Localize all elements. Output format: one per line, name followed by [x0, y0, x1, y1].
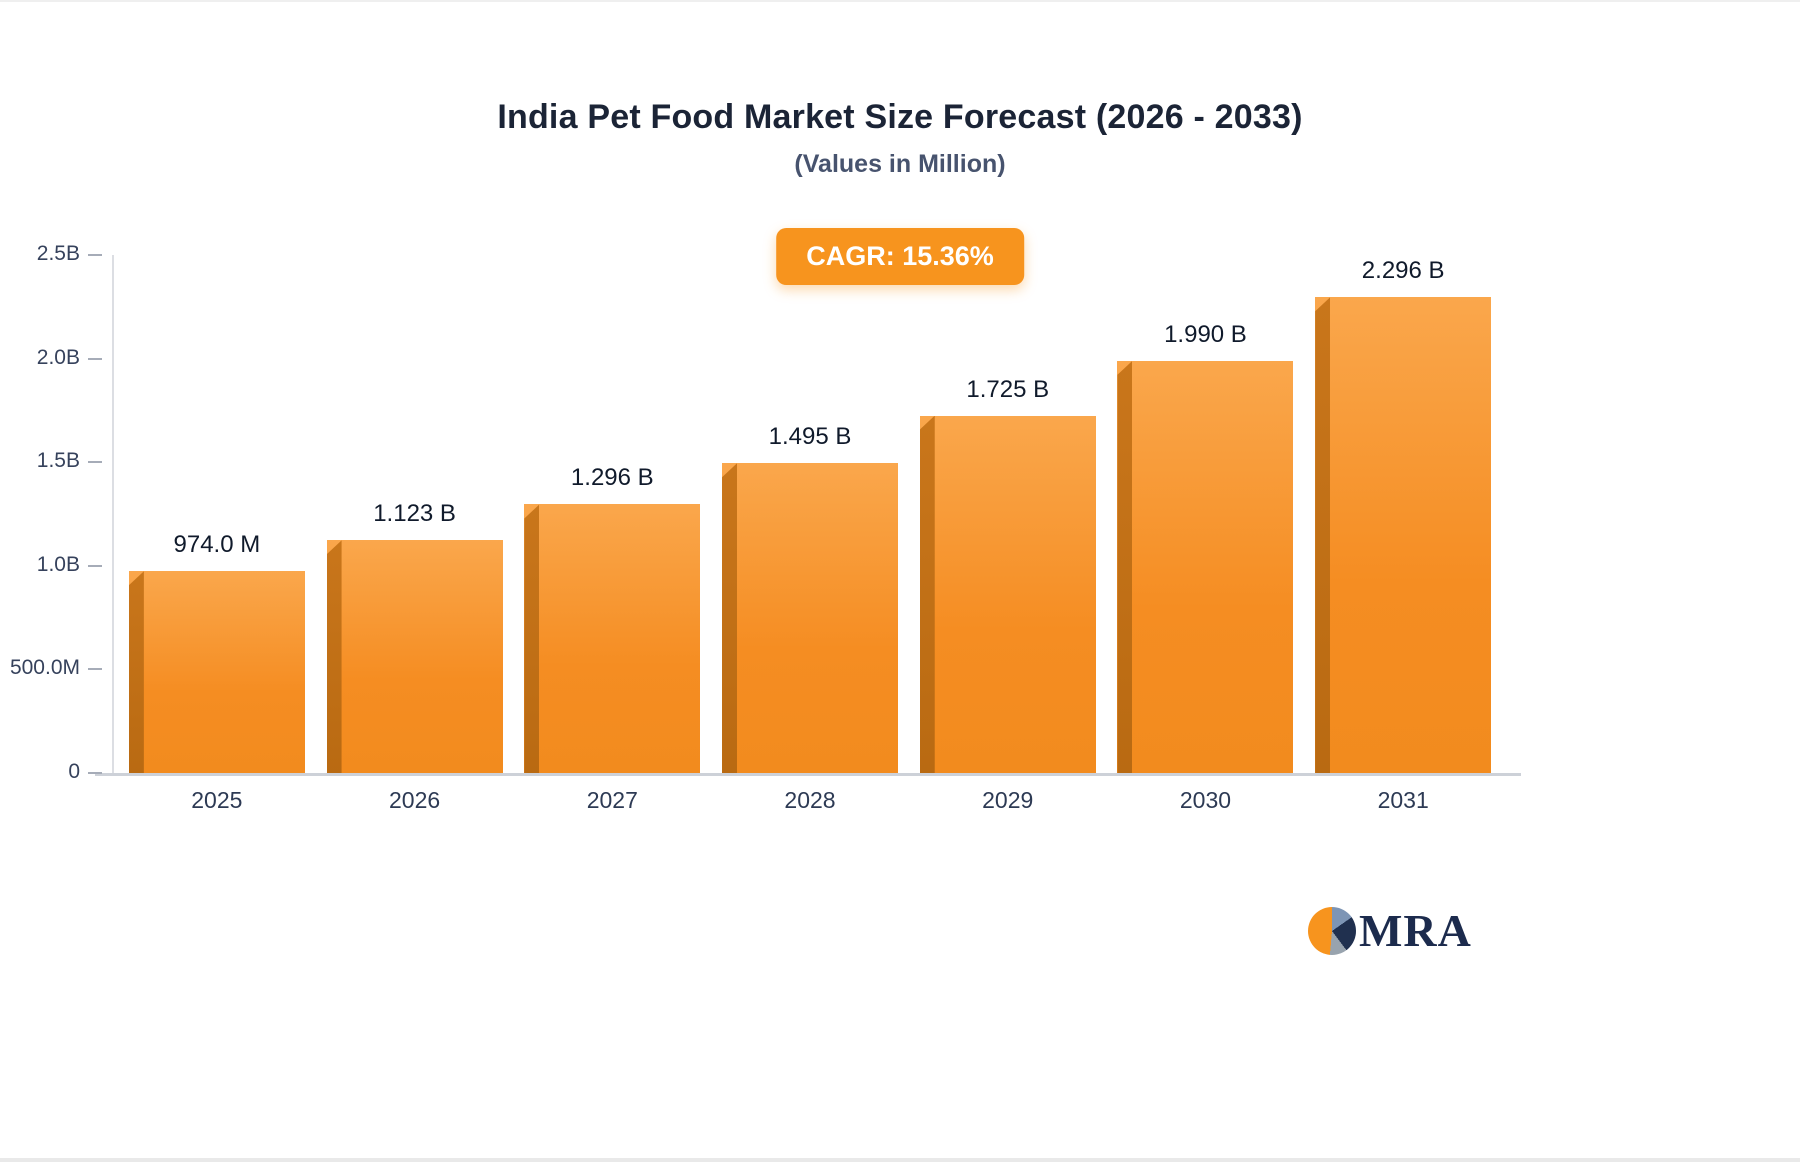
bar-side-face — [722, 463, 738, 773]
brand-name: MRA — [1359, 905, 1472, 956]
x-axis-line — [95, 773, 1521, 776]
x-axis-labels: 2025 2026 2027 2028 2029 2030 2031 — [118, 787, 1502, 814]
y-tick-label: 1.5B — [36, 449, 80, 473]
pie-logo-icon — [1308, 906, 1356, 955]
y-tick-label: 1.0B — [36, 552, 80, 576]
bar-value-label: 1.495 B — [768, 423, 852, 451]
bar-value-label: 1.296 B — [570, 464, 654, 492]
bar-slot: 974.0 M — [118, 255, 316, 773]
bar-side-face — [1117, 360, 1133, 773]
bar-slot: 1.990 B — [1107, 255, 1305, 773]
plot-area: 974.0 M 1.123 B 1.296 B 1.495 B 1.725 B 1.990… — [118, 255, 1502, 773]
chart-title: India Pet Food Market Size Forecast (202… — [497, 98, 1303, 136]
x-axis-label: 2029 — [982, 787, 1034, 813]
bar-value-label: 1.990 B — [1164, 320, 1247, 348]
x-axis-label: 2026 — [388, 787, 441, 813]
bar-slot: 2.296 B — [1304, 255, 1502, 773]
bar-side-face — [524, 504, 540, 773]
bar — [1117, 360, 1294, 773]
bar — [1315, 297, 1492, 773]
y-tick-label: 2.0B — [36, 345, 80, 369]
chart-subtitle: (Values in Million) — [794, 150, 1006, 178]
x-axis-label: 2031 — [1377, 787, 1429, 813]
bar-slot: 1.725 B — [909, 255, 1107, 773]
bar — [722, 463, 899, 773]
bar-side-face — [919, 415, 935, 773]
bar-value-label: 1.725 B — [966, 375, 1050, 403]
bar-slot: 1.123 B — [316, 255, 514, 773]
bar — [919, 415, 1096, 773]
x-axis-label: 2028 — [784, 787, 836, 813]
y-tick-label: 500.0M — [9, 656, 80, 680]
bar — [524, 504, 701, 773]
x-axis-label: 2030 — [1179, 787, 1232, 813]
bar-side-face — [1315, 297, 1331, 773]
y-tick-label: 2.5B — [36, 242, 80, 265]
y-tick-mark — [88, 564, 102, 567]
x-axis-label: 2025 — [191, 787, 243, 813]
bar-value-label: 1.123 B — [373, 500, 456, 528]
y-tick-mark — [88, 772, 102, 774]
y-tick-mark — [88, 461, 102, 464]
y-tick-mark — [88, 668, 102, 671]
bar-value-label: 2.296 B — [1361, 257, 1445, 285]
bar-slot: 1.296 B — [513, 255, 711, 773]
y-tick-mark — [88, 357, 102, 360]
brand-logo: MRA — [1308, 904, 1472, 957]
x-axis-label: 2027 — [586, 787, 638, 813]
bar-value-label: 974.0 M — [173, 531, 261, 559]
y-axis: 2.5B 2.0B 1.5B 1.0B 500.0M 0 — [0, 242, 112, 783]
y-tick-mark — [88, 254, 102, 256]
bar-side-face — [326, 540, 342, 773]
bar — [128, 571, 305, 773]
bar — [326, 540, 503, 773]
y-axis-line — [112, 255, 114, 773]
bar-slot: 1.495 B — [711, 255, 909, 773]
y-tick-label: 0 — [68, 760, 80, 783]
bar-side-face — [128, 571, 144, 773]
cagr-badge: CAGR: 15.36% — [776, 228, 1024, 285]
